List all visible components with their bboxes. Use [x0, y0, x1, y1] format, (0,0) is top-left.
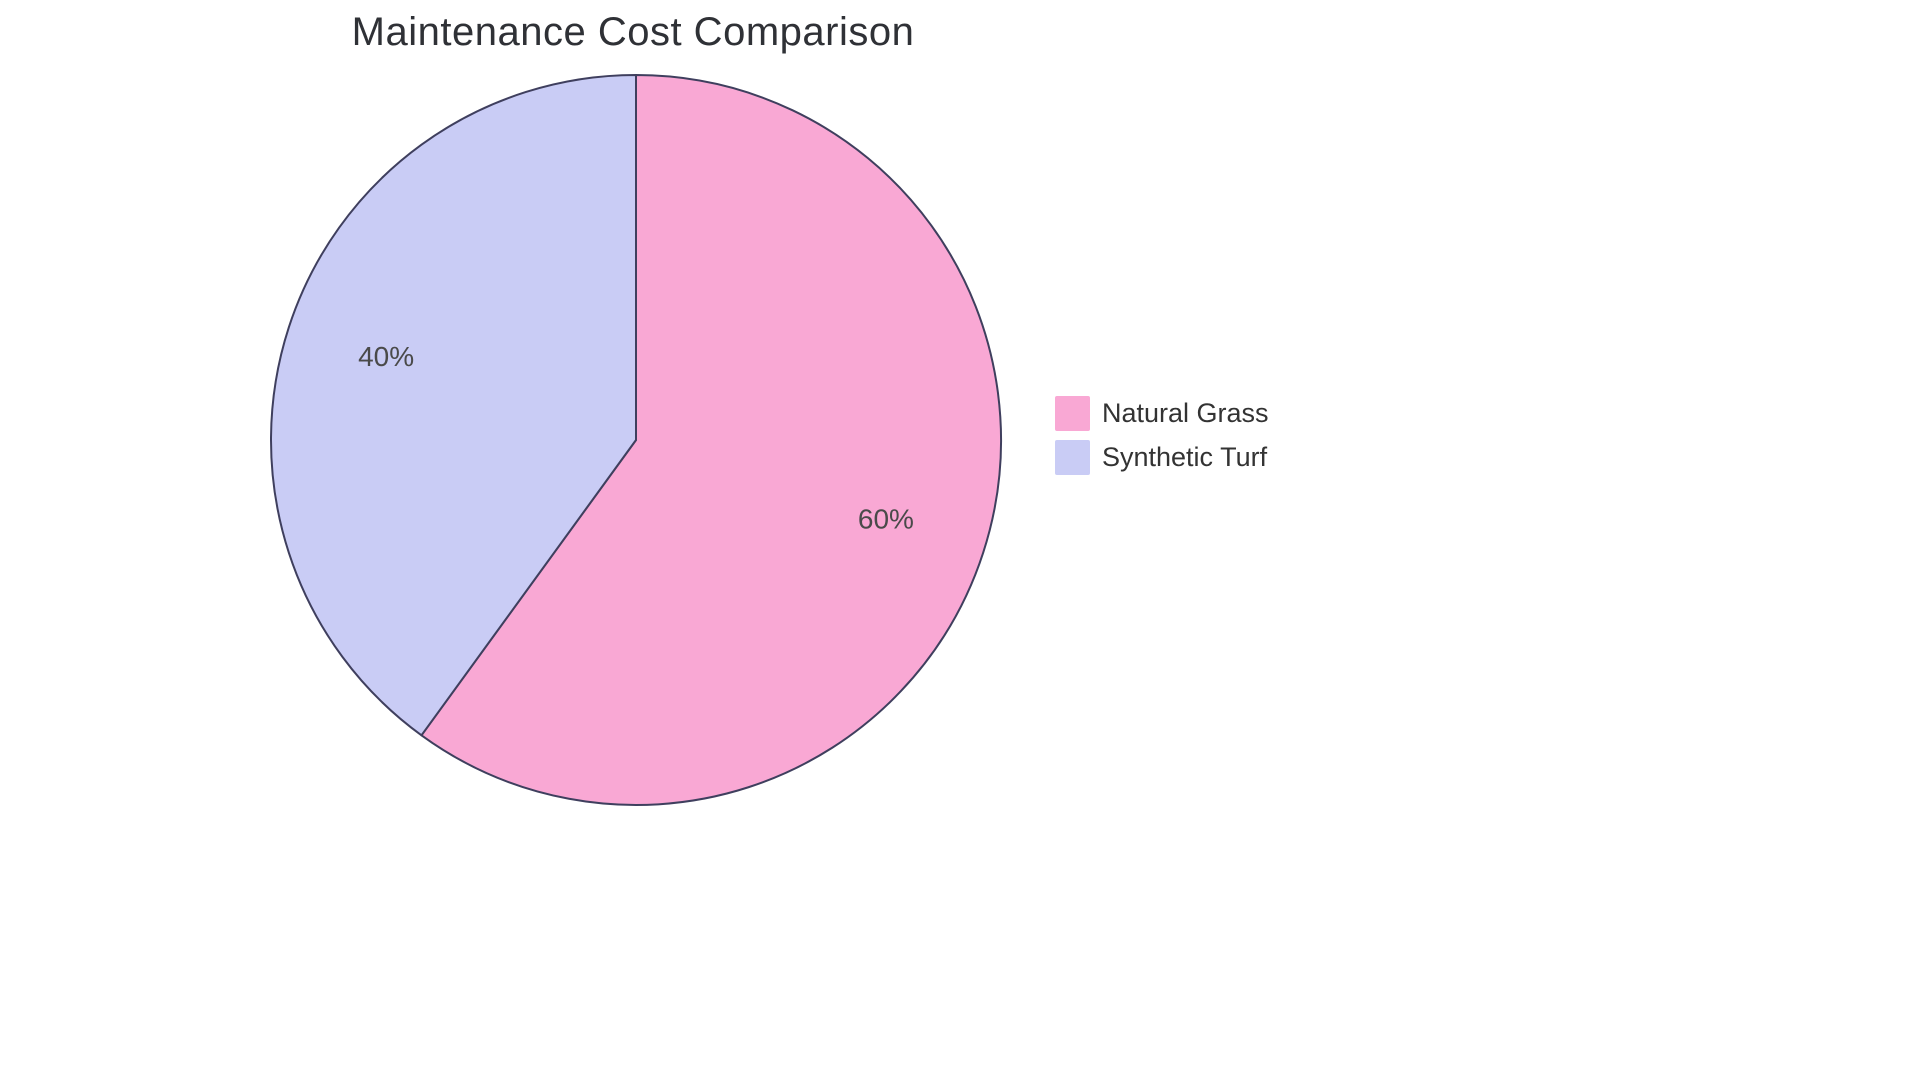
legend-swatch: [1055, 396, 1090, 431]
legend-label: Natural Grass: [1102, 398, 1269, 428]
legend-item-natural-grass: Natural Grass: [1055, 396, 1269, 431]
slice-percentage-label: 40%: [358, 341, 414, 372]
legend: Natural Grass Synthetic Turf: [1055, 396, 1269, 475]
pie-slice-natural-grass: [420, 74, 1002, 806]
legend-item-synthetic-turf: Synthetic Turf: [1055, 440, 1269, 475]
legend-label: Synthetic Turf: [1102, 442, 1268, 472]
pie-slice-synthetic-turf: [270, 74, 637, 737]
slice-percentage-label: 60%: [858, 504, 914, 535]
legend-swatch: [1055, 440, 1090, 475]
chart-title: Maintenance Cost Comparison: [351, 10, 915, 54]
